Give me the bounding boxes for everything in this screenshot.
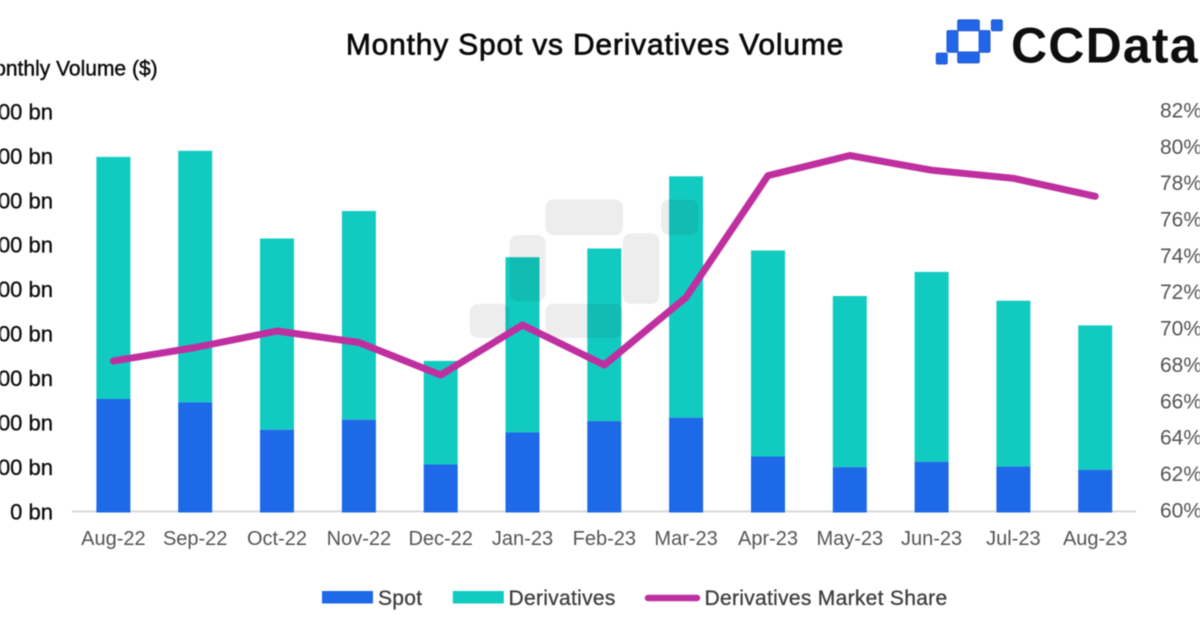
svg-text:100 bn: 100 bn <box>0 455 53 480</box>
svg-text:62%: 62% <box>1160 463 1200 486</box>
svg-text:Mar-23: Mar-23 <box>654 528 717 550</box>
svg-text:500 bn: 500 bn <box>0 277 53 302</box>
svg-text:200 bn: 200 bn <box>0 410 53 435</box>
svg-text:Feb-23: Feb-23 <box>573 528 636 550</box>
svg-text:76%: 76% <box>1160 209 1200 232</box>
svg-text:Derivatives: Derivatives <box>509 587 616 610</box>
svg-text:Oct-22: Oct-22 <box>247 528 307 550</box>
svg-text:78%: 78% <box>1160 172 1200 195</box>
svg-text:Aug-23: Aug-23 <box>1063 528 1128 550</box>
svg-text:60%: 60% <box>1160 499 1200 522</box>
svg-text:80%: 80% <box>1160 136 1200 159</box>
svg-text:64%: 64% <box>1160 427 1200 450</box>
svg-text:0 bn: 0 bn <box>10 499 53 524</box>
svg-text:74%: 74% <box>1160 245 1200 268</box>
svg-text:72%: 72% <box>1160 281 1200 304</box>
svg-text:600 bn: 600 bn <box>0 233 53 258</box>
svg-text:82%: 82% <box>1160 99 1200 122</box>
svg-text:Aug-22: Aug-22 <box>81 528 146 550</box>
svg-text:Nov-22: Nov-22 <box>327 528 391 550</box>
svg-text:CCData: CCData <box>1011 17 1199 73</box>
svg-text:800 bn: 800 bn <box>0 144 53 169</box>
svg-text:900 bn: 900 bn <box>0 99 53 124</box>
svg-text:Derivatives Market Share: Derivatives Market Share <box>705 587 948 610</box>
svg-text:70%: 70% <box>1160 318 1200 341</box>
svg-text:68%: 68% <box>1160 354 1200 377</box>
svg-text:300 bn: 300 bn <box>0 366 53 391</box>
svg-text:Dec-22: Dec-22 <box>408 528 472 550</box>
svg-text:Sep-22: Sep-22 <box>163 528 228 550</box>
svg-text:Jan-23: Jan-23 <box>492 528 553 550</box>
svg-text:Apr-23: Apr-23 <box>738 528 798 550</box>
svg-text:Spot: Spot <box>378 587 422 610</box>
svg-text:Monthly Volume ($): Monthly Volume ($) <box>0 58 158 81</box>
svg-text:400 bn: 400 bn <box>0 322 53 347</box>
svg-text:May-23: May-23 <box>816 528 883 550</box>
svg-text:Jul-23: Jul-23 <box>986 528 1040 550</box>
svg-text:66%: 66% <box>1160 390 1200 413</box>
svg-text:700 bn: 700 bn <box>0 188 53 213</box>
svg-text:Jun-23: Jun-23 <box>901 528 962 550</box>
svg-text:Monthy Spot vs Derivatives Vol: Monthy Spot vs Derivatives Volume <box>346 29 844 62</box>
